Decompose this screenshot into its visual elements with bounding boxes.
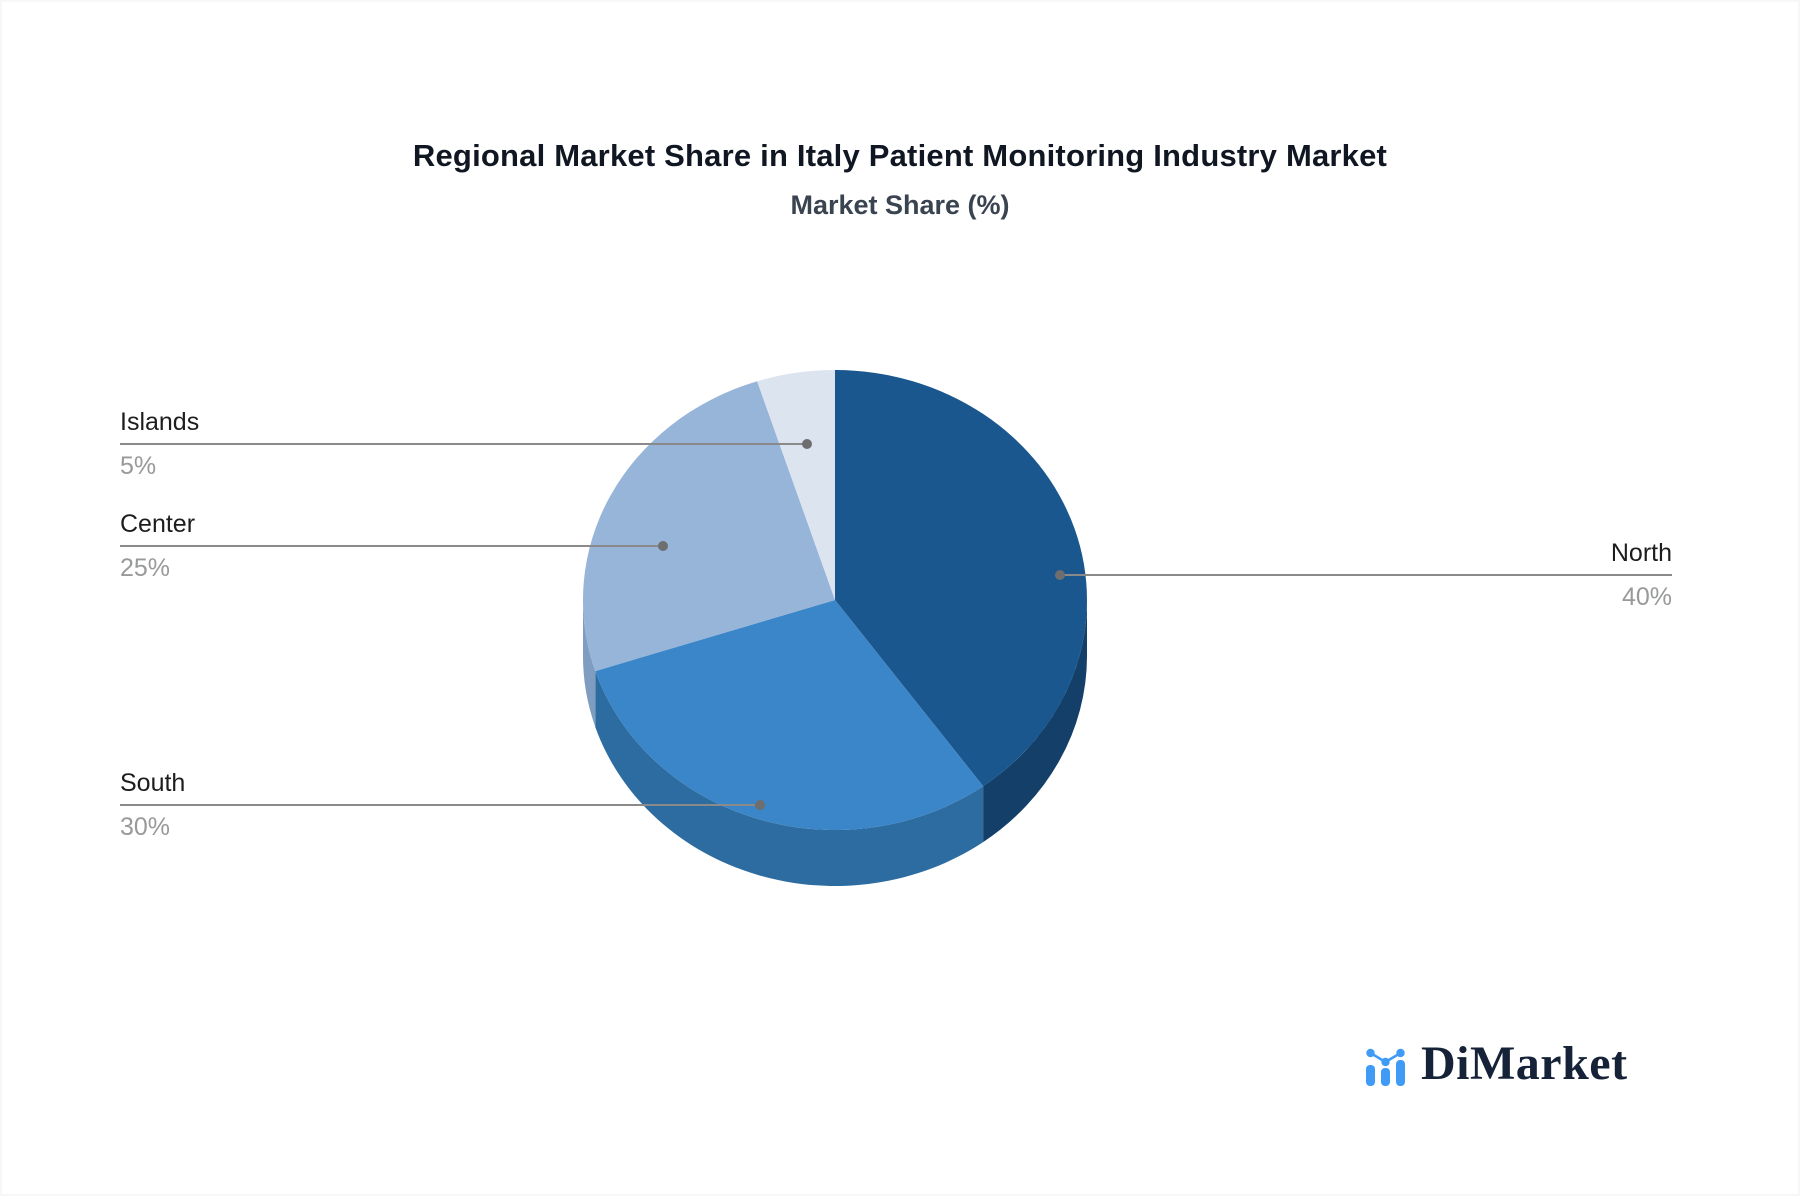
- slice-label-south: South: [120, 769, 186, 797]
- pie-slice-center[interactable]: [582, 381, 835, 672]
- leader-dot-center: [658, 541, 668, 551]
- brand-logo: DiMarket: [1363, 1038, 1628, 1090]
- pie-slice-side-center: [582, 600, 596, 728]
- chart-title: Regional Market Share in Italy Patient M…: [412, 138, 1388, 173]
- slice-label-islands: Islands: [120, 408, 200, 436]
- pie-slice-side-north: [983, 600, 1087, 843]
- slice-percent-north: 40%: [1621, 583, 1672, 611]
- leader-dot-islands: [802, 439, 812, 449]
- chart-subtitle: Market Share (%): [790, 190, 1010, 220]
- bar-chart-icon: [1366, 1048, 1405, 1086]
- pie-slice-south[interactable]: [595, 600, 984, 830]
- leader-line-center: [120, 541, 668, 551]
- pie-slice-islands[interactable]: [757, 370, 835, 600]
- pie-slices: [582, 370, 1087, 830]
- slice-label-north: North: [1610, 539, 1672, 567]
- leader-line-north: [1055, 570, 1672, 580]
- pie-slice-side-south: [595, 671, 984, 886]
- slice-percent-islands: 5%: [120, 452, 157, 480]
- pie-slice-north[interactable]: [835, 370, 1087, 787]
- leader-line-islands: [120, 439, 812, 449]
- slice-percent-center: 25%: [120, 554, 171, 582]
- leader-dot-north: [1055, 570, 1065, 580]
- slice-label-center: Center: [120, 510, 196, 538]
- leader-line-south: [120, 800, 765, 810]
- pie-3d-sides: [582, 600, 1087, 886]
- leader-dot-south: [755, 800, 765, 810]
- brand-logo-text: DiMarket: [1421, 1037, 1628, 1090]
- slice-percent-south: 30%: [120, 813, 171, 841]
